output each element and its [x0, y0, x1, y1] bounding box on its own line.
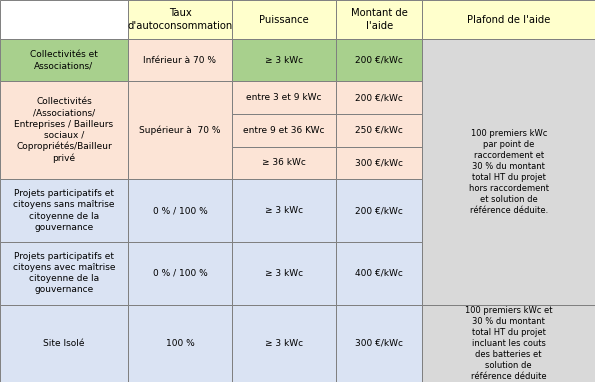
Text: Site Isolé: Site Isolé: [43, 339, 84, 348]
Bar: [336, 114, 422, 147]
Bar: [422, 39, 595, 305]
Bar: [232, 81, 336, 114]
Bar: [0, 81, 128, 179]
Text: Collectivités
/Associations/
Entreprises / Bailleurs
sociaux /
Copropriétés/Bail: Collectivités /Associations/ Entreprises…: [14, 97, 114, 163]
Text: ≥ 36 kWc: ≥ 36 kWc: [262, 159, 306, 167]
Bar: [336, 305, 422, 382]
Text: 100 %: 100 %: [165, 339, 195, 348]
Text: 200 €/kWc: 200 €/kWc: [355, 93, 403, 102]
Text: Montant de
l'aide: Montant de l'aide: [351, 8, 408, 31]
Text: Supérieur à  70 %: Supérieur à 70 %: [139, 126, 221, 135]
Bar: [336, 242, 422, 305]
Text: 100 premiers kWc et
30 % du montant
total HT du projet
incluant les couts
des ba: 100 premiers kWc et 30 % du montant tota…: [465, 306, 553, 381]
Text: Plafond de l'aide: Plafond de l'aide: [467, 15, 550, 24]
Text: entre 3 et 9 kWc: entre 3 et 9 kWc: [246, 93, 322, 102]
Text: ≥ 3 kWc: ≥ 3 kWc: [265, 269, 303, 278]
Bar: [422, 0, 595, 39]
Bar: [232, 305, 336, 382]
Text: 0 % / 100 %: 0 % / 100 %: [152, 269, 208, 278]
Bar: [0, 242, 128, 305]
Text: Projets participatifs et
citoyens avec maîtrise
citoyenne de la
gouvernance: Projets participatifs et citoyens avec m…: [12, 252, 115, 295]
Bar: [0, 179, 128, 242]
Bar: [0, 39, 128, 81]
Text: 200 €/kWc: 200 €/kWc: [355, 56, 403, 65]
Bar: [232, 114, 336, 147]
Bar: [0, 0, 128, 39]
Text: Projets participatifs et
citoyens sans maîtrise
citoyenne de la
gouvernance: Projets participatifs et citoyens sans m…: [13, 189, 115, 231]
Text: Inférieur à 70 %: Inférieur à 70 %: [143, 56, 217, 65]
Bar: [128, 179, 232, 242]
Text: 100 premiers kWc
par point de
raccordement et
30 % du montant
total HT du projet: 100 premiers kWc par point de raccordeme…: [469, 129, 549, 215]
Text: 300 €/kWc: 300 €/kWc: [355, 339, 403, 348]
Text: Collectivités et
Associations/: Collectivités et Associations/: [30, 50, 98, 70]
Text: 250 €/kWc: 250 €/kWc: [355, 126, 403, 135]
Bar: [336, 179, 422, 242]
Text: entre 9 et 36 KWc: entre 9 et 36 KWc: [243, 126, 325, 135]
Bar: [128, 81, 232, 179]
Text: 200 €/kWc: 200 €/kWc: [355, 206, 403, 215]
Bar: [336, 0, 422, 39]
Text: ≥ 3 kWc: ≥ 3 kWc: [265, 339, 303, 348]
Text: 0 % / 100 %: 0 % / 100 %: [152, 206, 208, 215]
Bar: [232, 0, 336, 39]
Bar: [0, 305, 128, 382]
Bar: [128, 39, 232, 81]
Bar: [128, 242, 232, 305]
Bar: [128, 305, 232, 382]
Bar: [232, 39, 336, 81]
Bar: [336, 147, 422, 179]
Text: 400 €/kWc: 400 €/kWc: [355, 269, 403, 278]
Bar: [232, 242, 336, 305]
Text: Taux
d'autoconsommation: Taux d'autoconsommation: [127, 8, 233, 31]
Bar: [128, 0, 232, 39]
Text: Puissance: Puissance: [259, 15, 309, 24]
Bar: [336, 81, 422, 114]
Text: ≥ 3 kWc: ≥ 3 kWc: [265, 206, 303, 215]
Text: 300 €/kWc: 300 €/kWc: [355, 159, 403, 167]
Text: ≥ 3 kWc: ≥ 3 kWc: [265, 56, 303, 65]
Bar: [422, 305, 595, 382]
Bar: [336, 39, 422, 81]
Bar: [232, 147, 336, 179]
Bar: [232, 179, 336, 242]
